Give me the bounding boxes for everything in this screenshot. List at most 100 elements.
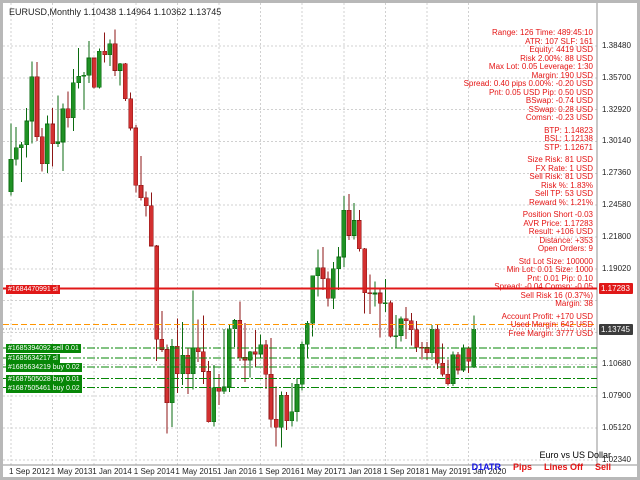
candle-body	[414, 329, 419, 348]
candle-body	[123, 63, 128, 99]
candle-body	[455, 354, 461, 371]
ea-button-lines-off[interactable]: Lines Off	[543, 462, 583, 472]
info-line: Margin: 190 USD	[531, 70, 593, 80]
order-line-label[interactable]: #1687505461 buy 0.02	[6, 384, 82, 393]
info-block: BTP: 1.14823 BSL: 1.12138 STP: 1.12671	[464, 125, 593, 153]
open-value: 1.10438	[83, 7, 117, 17]
info-line: BSwap: -0.74 USD	[525, 96, 593, 105]
candle-body	[102, 50, 107, 56]
candle-body	[237, 320, 243, 358]
info-line: SSwap: 0.28 USD	[528, 104, 593, 114]
candle-body	[429, 329, 435, 354]
symbol-description: Euro vs US Dollar	[539, 450, 611, 460]
candle-body	[440, 362, 445, 375]
ea-button-row: D1ATR Pips Lines Off Sell	[472, 462, 611, 472]
candle-body	[242, 356, 248, 361]
candle-body	[55, 141, 61, 144]
candle-body	[331, 268, 336, 299]
high-value: 1.14964	[118, 7, 152, 17]
candle-body	[435, 329, 440, 364]
info-line: Risk %: 1.83%	[540, 180, 593, 190]
candle-body	[362, 248, 367, 294]
candle-body	[409, 320, 414, 330]
info-line: AVR Price: 1.17283	[523, 218, 593, 228]
ea-button-sell[interactable]: Sell	[594, 462, 611, 472]
candle-body	[466, 347, 471, 362]
ea-button-pips[interactable]: Pips	[512, 462, 532, 472]
candle-body	[180, 354, 185, 374]
candle-body	[273, 419, 279, 428]
candle-body	[268, 373, 274, 420]
time-axis-label: 1 May 2015	[175, 467, 218, 476]
info-line: Equity: 4419 USD	[529, 45, 593, 54]
info-block: Account Profit: +170 USD Used Margin: 642…	[464, 311, 593, 339]
candle-body	[65, 108, 71, 118]
info-panel: Range: 126 Time: 489:45:10 ATR: 107 SLF: …	[463, 28, 593, 342]
time-axis-label: 1 Sep 2012	[9, 467, 50, 476]
order-line-label[interactable]: #1685634217 sl	[6, 354, 60, 363]
time-axis-label: 1 May 2013	[50, 467, 93, 476]
candle-body	[279, 394, 284, 428]
info-line: Sell TP: 53 USD	[534, 189, 593, 198]
candle-body	[315, 267, 321, 276]
info-line: BTP: 1.14823	[544, 125, 593, 135]
ea-button-d1atr[interactable]: D1ATR	[471, 462, 501, 472]
info-line: Max Lot: 0.05 Leverage: 1:30	[488, 62, 593, 71]
candle-body	[39, 136, 45, 165]
candle-body	[201, 351, 206, 372]
info-line: Size Risk: 81 USD	[527, 155, 593, 164]
candle-body	[112, 43, 118, 71]
price-axis-label: 1.21800	[602, 231, 631, 241]
info-line: Result: +106 USD	[528, 227, 593, 236]
info-line: Pnt: 0.05 USD Pip: 0.50 USD	[488, 87, 593, 97]
candle-body	[34, 76, 40, 137]
candle-body	[284, 394, 289, 421]
info-block: Size Risk: 81 USD FX Rate: 1 USD Sell Risk…	[464, 155, 593, 207]
candle-body	[393, 335, 399, 338]
price-axis-label: 1.02340	[602, 454, 631, 464]
candle-body	[13, 147, 19, 160]
info-line: Spread: 0.40 pips 0.00%: -0.20 USD	[463, 79, 593, 88]
candle-body	[383, 302, 388, 305]
info-line: Std Lot Size: 100000	[518, 256, 593, 266]
candle-body	[211, 387, 217, 423]
candle-body	[86, 57, 92, 76]
candle-body	[117, 63, 123, 71]
candle-body	[320, 267, 326, 280]
candle-body	[8, 158, 14, 192]
info-line: Min Lot: 0.01 Size: 1000	[506, 265, 593, 274]
candle-body	[305, 323, 310, 345]
candle-body	[424, 347, 430, 354]
candle-body	[258, 344, 263, 355]
price-axis-label: 1.35700	[602, 72, 631, 82]
info-line: Distance: +353	[539, 235, 593, 245]
order-line-label[interactable]: #1685634219 buy 0.02	[6, 363, 82, 372]
candle-body	[461, 347, 466, 371]
candle-body	[190, 347, 196, 375]
price-axis-label: 1.38480	[602, 41, 631, 50]
info-line: FX Rate: 1 USD	[535, 163, 593, 173]
order-line-label[interactable]: #1687505028 buy 0.01	[6, 375, 82, 384]
info-line: BSL: 1.12138	[544, 134, 593, 143]
info-line: Sell Risk: 81 USD	[529, 172, 593, 181]
candle-body	[164, 349, 170, 404]
candle-body	[450, 354, 456, 384]
time-axis-label: 1 May 2019	[425, 467, 467, 476]
info-line: Free Margin: 3777 USD	[508, 328, 593, 338]
candle-body	[299, 343, 305, 385]
candle-body	[398, 318, 404, 337]
price-axis-label: 1.30140	[602, 136, 631, 146]
order-line-label[interactable]: #1684470991 sl	[6, 285, 60, 294]
info-line: Risk 2.00%: 88 USD	[520, 53, 593, 63]
time-axis-label: 1 Jan 2018	[341, 467, 382, 476]
info-line: Account Profit: +170 USD	[501, 311, 593, 321]
info-line: Used Margin: 642 USD	[510, 320, 593, 329]
candle-body	[76, 75, 81, 84]
candle-body	[377, 292, 383, 304]
candle-body	[29, 76, 35, 122]
info-line: Sell Risk 16 (0.37%)	[520, 290, 593, 300]
time-axis-label: 1 Sep 2018	[383, 467, 425, 476]
chart-area[interactable]: EURUSD,Monthly 1.10438 1.14964 1.10362 1…	[3, 3, 637, 477]
order-line-label[interactable]: #1685394092 sell 0.01	[6, 344, 81, 353]
candle-body	[149, 205, 154, 247]
